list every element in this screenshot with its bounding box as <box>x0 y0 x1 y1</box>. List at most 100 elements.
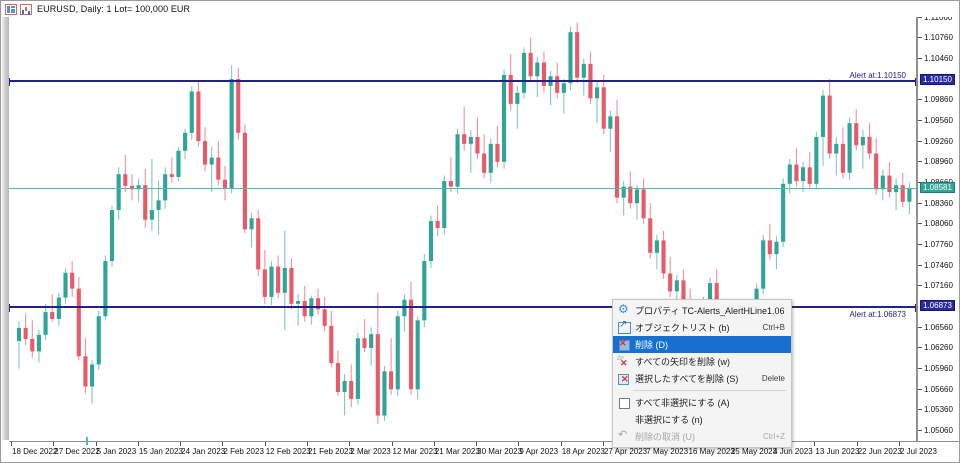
delete-icon <box>617 336 631 351</box>
menu-separator <box>633 390 786 391</box>
time-tick-label: 25 May 2023 <box>730 447 778 456</box>
delete-selected-icon <box>617 372 631 386</box>
tick-dash <box>918 244 922 245</box>
price-tick: 1.07760 <box>918 239 953 250</box>
undo-icon <box>617 428 631 443</box>
tick-dash <box>918 264 922 266</box>
line-handle-left[interactable] <box>9 77 10 86</box>
time-tick-label: 15 Jan 2023 <box>138 447 183 456</box>
menu-item-label: 削除の取消 (U) <box>635 432 695 442</box>
delete-arrows-icon <box>617 352 631 369</box>
lower-alert-line[interactable]: Alert at:1.06873 <box>9 303 916 319</box>
time-tick-label: 18 Dec 2022 <box>12 447 58 456</box>
time-tick-label: 21 Mar 2023 <box>434 447 480 456</box>
window-titlebar: EURUSD, Daily: 1 Lot= 100,000 EUR <box>1 1 959 17</box>
price-tick-label: 1.07160 <box>924 281 953 291</box>
menu-object-list[interactable]: オブジェクトリスト (b) Ctrl+B <box>613 318 791 336</box>
bid-price-line <box>9 187 916 189</box>
price-tick-label: 1.10460 <box>924 53 953 63</box>
tick-dash <box>433 442 435 446</box>
tick-dash <box>918 285 922 287</box>
price-tick-label: 1.07460 <box>924 260 953 270</box>
line-handle-right[interactable] <box>915 77 916 86</box>
menu-delete[interactable]: 削除 (D) <box>613 336 791 353</box>
checkbox-icon <box>617 396 631 409</box>
tick-dash <box>918 202 922 204</box>
object-list-icon <box>617 318 631 334</box>
time-axis[interactable]: 18 Dec 2022 27 Dec 2022 5 Jan 2023 15 Jan 2… <box>9 441 959 462</box>
tick-dash <box>918 347 922 349</box>
price-axis[interactable]: 1.11060 1.10760 1.10460 1.09860 1.09560 1.092… <box>916 1 959 441</box>
tick-dash <box>264 442 266 446</box>
price-tick: 1.09260 <box>918 136 953 147</box>
time-tick-label: 27 Dec 2022 <box>54 447 100 456</box>
price-tick: 1.08060 <box>918 218 953 229</box>
menu-unselect-all[interactable]: すべて非選択にする (A) <box>613 394 791 411</box>
price-tick-label: 1.08360 <box>924 198 953 208</box>
tick-dash <box>11 442 12 446</box>
tick-dash <box>602 442 604 446</box>
gear-icon <box>617 302 631 317</box>
time-tick-label: 27 Apr 2023 <box>603 447 648 456</box>
tick-dash <box>918 388 922 390</box>
price-tick: 1.10760 <box>918 32 953 43</box>
price-tick-label: 1.05960 <box>924 364 953 374</box>
time-tick-label: 16 May 2023 <box>688 447 735 456</box>
tick-dash <box>918 16 922 18</box>
price-tick: 1.11060 <box>918 12 952 23</box>
price-tick: 1.07160 <box>918 280 953 291</box>
tick-dash <box>918 368 922 370</box>
menu-delete-all-arrows[interactable]: すべての矢印を削除 (w) <box>613 352 791 370</box>
upper-alert-line[interactable]: Alert at:1.10150 <box>9 71 916 86</box>
tick-dash <box>476 442 478 446</box>
time-tick-label: 4 Jun 2023 <box>773 447 813 456</box>
price-tick: 1.07460 <box>918 260 953 271</box>
tick-dash <box>95 442 97 446</box>
tick-dash <box>918 37 922 39</box>
chart-plot-area[interactable]: Alert at:1.10150 Alert at:1.06873 <box>9 17 916 441</box>
menu-properties[interactable]: プロパティ TC-Alerts_AlertHLine1.06873 <box>613 302 791 319</box>
price-tick: 1.05960 <box>918 363 953 374</box>
price-tick: 1.10460 <box>918 53 953 64</box>
page-title: EURUSD, Daily: 1 Lot= 100,000 EUR <box>37 4 191 14</box>
price-tick: 1.05060 <box>918 425 953 436</box>
menu-item-label: 削除 (D) <box>635 340 668 350</box>
tick-dash <box>918 161 922 163</box>
tick-dash <box>918 140 922 142</box>
menu-unselect[interactable]: 非選択にする (n) <box>613 411 791 428</box>
lower-alert-label: Alert at:1.06873 <box>849 309 906 319</box>
context-menu[interactable]: プロパティ TC-Alerts_AlertHLine1.06873 オブジェクトリ… <box>612 299 792 448</box>
price-tick-label: 1.09260 <box>924 136 953 146</box>
price-tick-label: 1.08060 <box>924 219 953 229</box>
line-handle-right[interactable] <box>915 303 916 312</box>
alert-price-badge: 1.10150 <box>920 74 955 86</box>
price-tick-label: 1.05360 <box>924 405 953 415</box>
price-tick-label: 1.08960 <box>924 157 953 167</box>
time-tick-label: 2 Mar 2023 <box>350 447 391 456</box>
price-tick-label: 1.06560 <box>924 322 953 332</box>
tick-dash <box>137 442 139 446</box>
tick-dash <box>222 442 224 446</box>
tick-dash <box>349 442 351 446</box>
tick-dash <box>306 442 308 446</box>
time-tick-label: 24 Jan 2023 <box>181 447 226 456</box>
price-tick: 1.08360 <box>918 198 953 209</box>
tick-dash <box>918 430 922 432</box>
none-icon <box>617 413 631 426</box>
time-tick-label: 2 Feb 2023 <box>223 447 264 456</box>
vertical-scrollbar[interactable] <box>2 2 9 440</box>
price-tick: 1.06260 <box>918 342 953 353</box>
time-tick-label: 7 May 2023 <box>646 447 689 456</box>
menu-delete-selected[interactable]: 選択したすべてを削除 (S) Delete <box>613 370 791 387</box>
alert-price-badge: 1.06873 <box>920 300 955 312</box>
time-tick-label: 18 Apr 2023 <box>561 447 605 456</box>
time-cursor-marker <box>86 437 88 445</box>
price-tick: 1.08960 <box>918 156 953 167</box>
line-handle-left[interactable] <box>9 303 10 312</box>
symbol-icon <box>20 3 32 15</box>
price-tick-label: 1.06260 <box>924 343 953 353</box>
menu-item-label: プロパティ TC-Alerts_AlertHLine1.06873 <box>635 306 785 316</box>
price-tick-label: 1.10760 <box>924 33 953 43</box>
price-tick-label: 1.09560 <box>924 115 953 125</box>
